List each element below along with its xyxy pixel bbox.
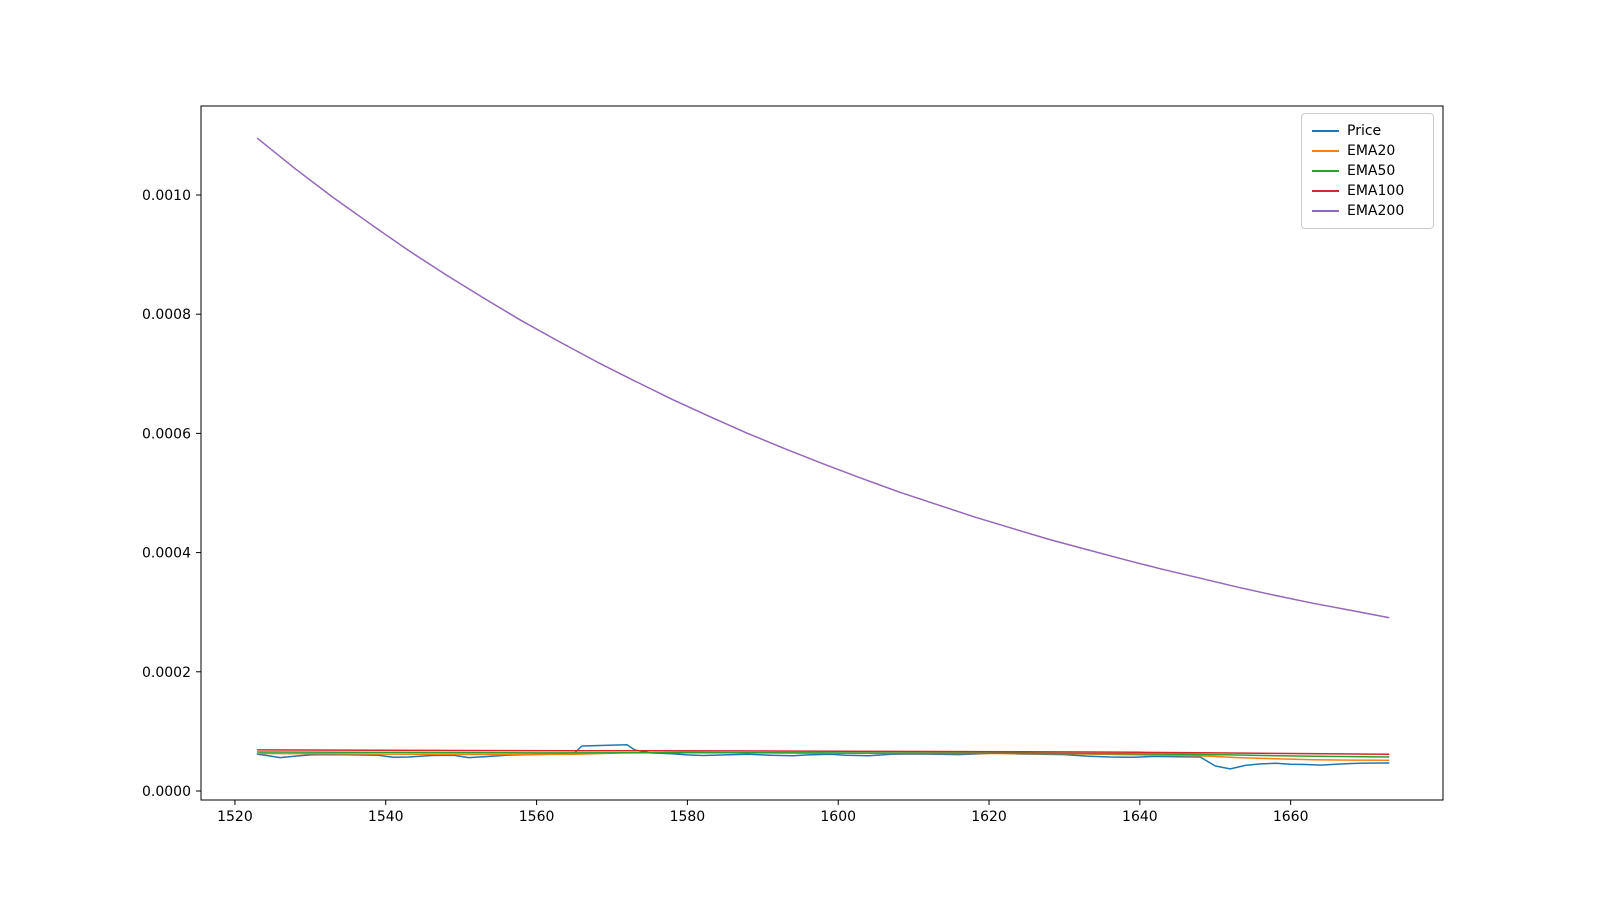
x-tick-label: 1640: [1122, 809, 1158, 825]
legend-line-swatch-ema20: [1312, 150, 1339, 152]
y-tick-label: 0.0004: [142, 546, 191, 562]
x-tick-label: 1580: [670, 809, 706, 825]
legend-item-ema50: EMA50: [1312, 161, 1424, 181]
y-tick-label: 0.0010: [142, 188, 191, 204]
legend-line-swatch-ema100: [1312, 190, 1339, 192]
x-tick-label: 1520: [217, 809, 253, 825]
series-line-ema50: [256, 751, 1390, 758]
legend-line-swatch-price: [1312, 130, 1339, 132]
legend: Price EMA20 EMA50 EMA100 EMA200: [1301, 113, 1434, 229]
legend-item-ema20: EMA20: [1312, 141, 1424, 161]
legend-label-ema50: EMA50: [1347, 163, 1396, 179]
y-tick-label: 0.0000: [142, 784, 191, 800]
y-tick-label: 0.0006: [142, 426, 191, 442]
legend-label-ema20: EMA20: [1347, 143, 1396, 159]
x-tick-label: 1540: [368, 809, 404, 825]
x-tick-label: 1620: [971, 809, 1007, 825]
series-line-ema100: [256, 749, 1390, 755]
legend-line-swatch-ema200: [1312, 210, 1339, 212]
series-line-price: [256, 744, 1390, 770]
legend-line-swatch-ema50: [1312, 170, 1339, 172]
legend-label-ema100: EMA100: [1347, 183, 1405, 199]
legend-label-ema200: EMA200: [1347, 203, 1405, 219]
legend-item-ema200: EMA200: [1312, 201, 1424, 221]
legend-label-price: Price: [1347, 123, 1382, 139]
y-tick-label: 0.0002: [142, 665, 191, 681]
legend-item-ema100: EMA100: [1312, 181, 1424, 201]
x-tick-label: 1660: [1273, 809, 1309, 825]
y-tick-label: 0.0008: [142, 307, 191, 323]
x-tick-label: 1560: [519, 809, 555, 825]
x-tick-label: 1600: [820, 809, 856, 825]
series-line-ema200: [256, 137, 1390, 619]
axes-spines: [200, 105, 1444, 801]
legend-item-price: Price: [1312, 121, 1424, 141]
